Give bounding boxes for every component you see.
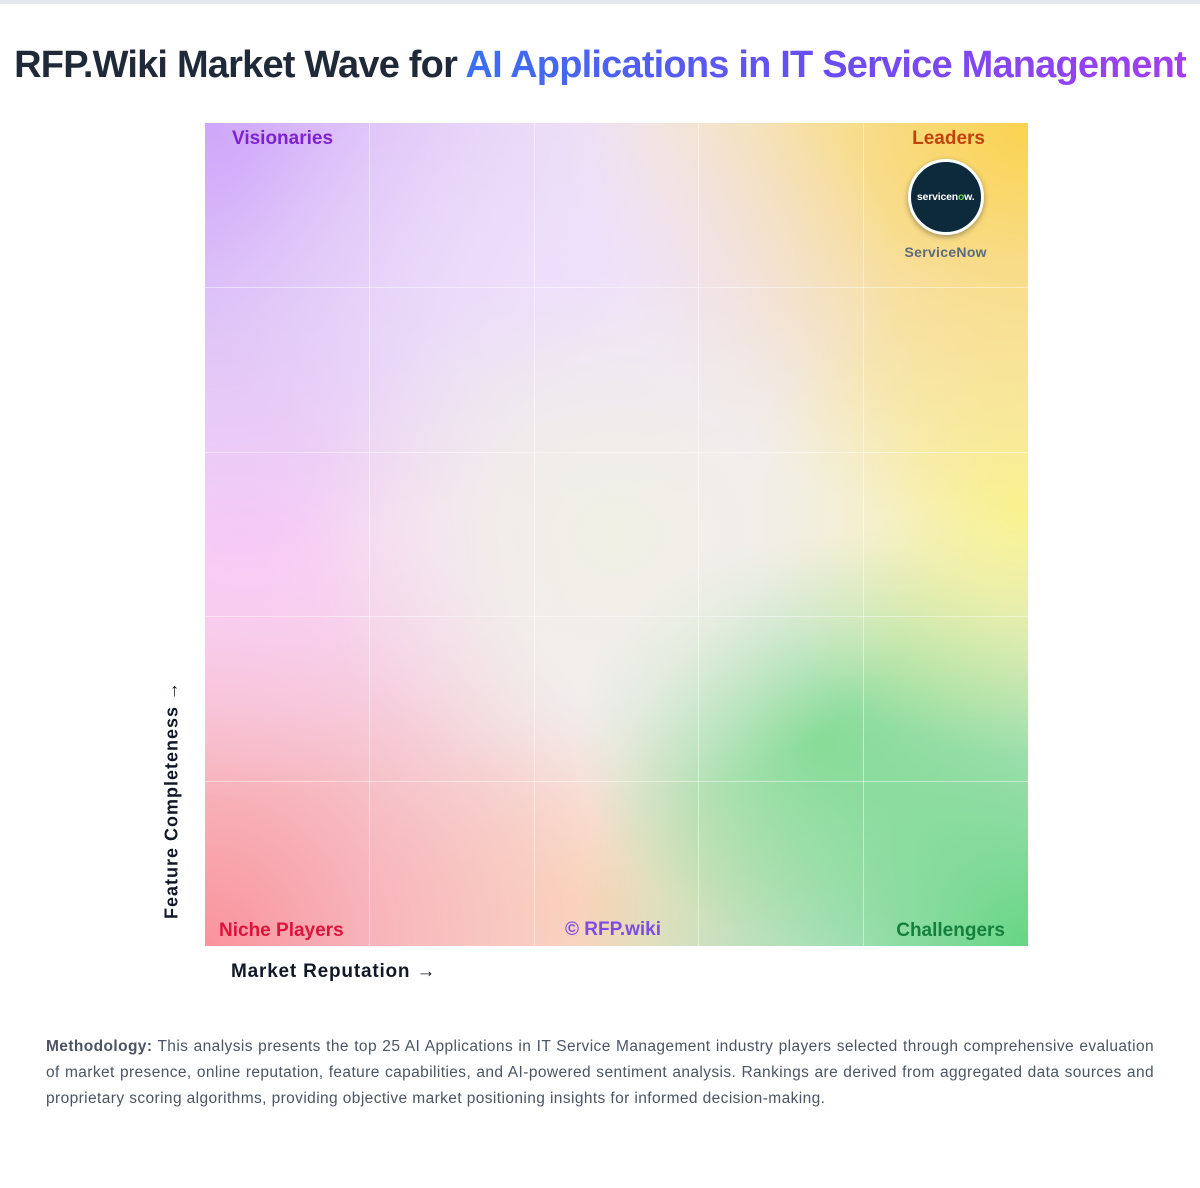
quadrant-label-visionaries: Visionaries bbox=[232, 128, 334, 149]
y-axis-label-text: Feature Completeness → bbox=[161, 680, 182, 920]
methodology-text: This analysis presents the top 25 AI App… bbox=[46, 1038, 1154, 1107]
vendor-point-servicenow[interactable]: servicenow. bbox=[907, 159, 984, 236]
watermark: © RFP.wiki bbox=[565, 919, 662, 940]
top-border bbox=[0, 0, 1200, 4]
x-axis-label: Market Reputation → bbox=[231, 961, 437, 982]
servicenow-logo: servicenow. bbox=[916, 191, 975, 204]
grid-line bbox=[205, 287, 1028, 288]
title-highlight: AI Applications in IT Service Management bbox=[465, 44, 1186, 86]
vendor-label-servicenow: ServiceNow bbox=[904, 244, 987, 261]
grid-line bbox=[534, 123, 535, 946]
methodology-label: Methodology: bbox=[46, 1038, 153, 1055]
chart-grid bbox=[205, 123, 1028, 946]
methodology-paragraph: Methodology: This analysis presents the … bbox=[46, 1034, 1154, 1112]
grid-line bbox=[205, 616, 1028, 617]
grid-line bbox=[698, 123, 699, 946]
grid-line bbox=[863, 123, 864, 946]
chart-gradient-background bbox=[205, 123, 1028, 946]
quadrant-label-niche-players: Niche Players bbox=[219, 920, 344, 941]
quadrant-label-challengers: Challengers bbox=[896, 920, 1005, 941]
quadrant-label-leaders: Leaders bbox=[912, 128, 985, 149]
title-prefix: RFP.Wiki Market Wave for bbox=[14, 44, 466, 86]
grid-line bbox=[205, 781, 1028, 782]
grid-line bbox=[369, 123, 370, 946]
grid-line bbox=[205, 452, 1028, 453]
market-wave-chart: Visionaries Leaders Niche Players Challe… bbox=[205, 123, 1028, 946]
page-title: RFP.Wiki Market Wave for AI Applications… bbox=[0, 44, 1200, 87]
